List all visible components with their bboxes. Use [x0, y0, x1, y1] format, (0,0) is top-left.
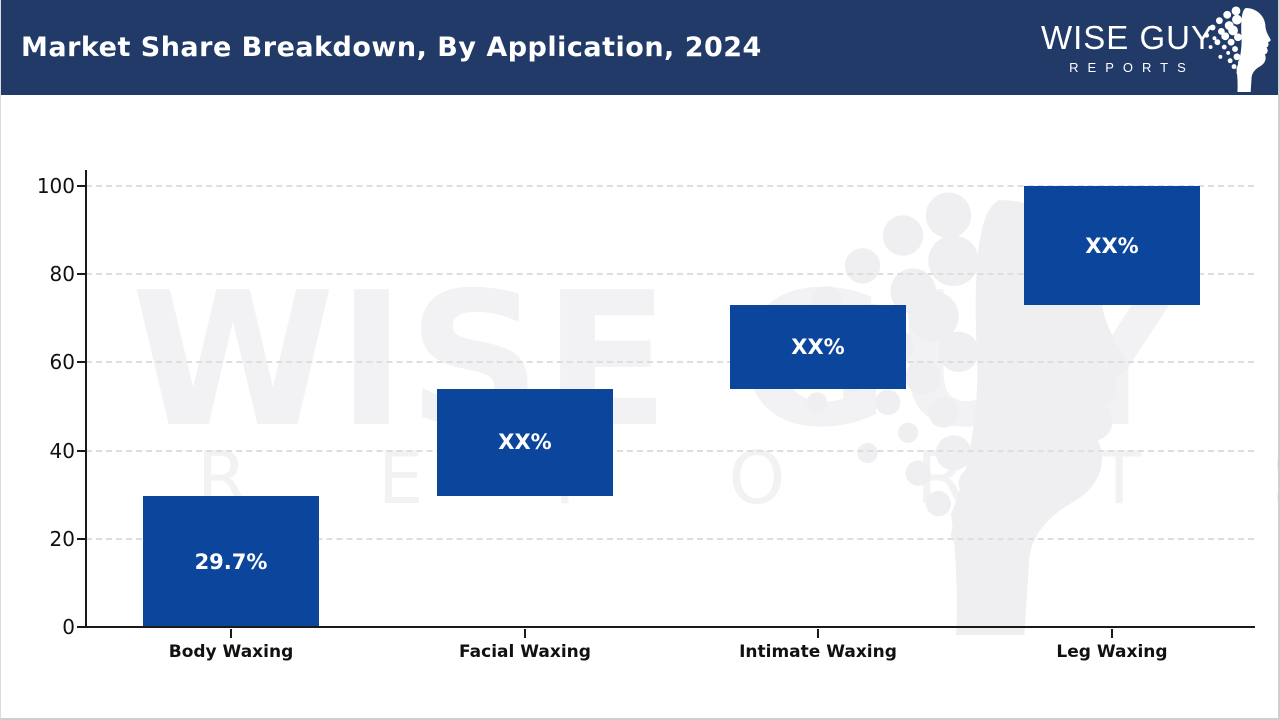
x-category-label: Intimate Waxing	[739, 642, 897, 662]
x-category-label: Facial Waxing	[459, 642, 591, 662]
wiseguy-logo: WISE GUY REPORTS	[1012, 4, 1272, 92]
y-axis-line	[85, 170, 87, 628]
y-tick-label: 20	[49, 526, 75, 551]
grid-line	[86, 185, 1254, 187]
y-tick-label: 100	[36, 174, 75, 198]
y-tick-label: 60	[49, 350, 75, 375]
y-tick-mark	[77, 185, 86, 187]
page-title: Market Share Breakdown, By Application, …	[21, 32, 762, 63]
y-tick-mark	[77, 361, 86, 364]
y-tick-mark	[77, 626, 86, 628]
bar-segment	[437, 388, 613, 497]
logo-reports-label: REPORTS	[1069, 60, 1195, 75]
logo-wordmark: WISE GUY	[1040, 19, 1214, 56]
grid-line	[86, 361, 1254, 364]
y-tick-mark	[77, 449, 86, 452]
bar-value-label: 29.7%	[194, 549, 268, 574]
x-tick-mark	[230, 629, 232, 638]
bar-value-label: XX%	[791, 334, 845, 359]
bar-value-label: XX%	[498, 430, 552, 455]
y-tick-label: 0	[62, 615, 75, 639]
x-tick-mark	[1111, 629, 1113, 638]
bar-segment	[1024, 186, 1200, 306]
y-tick-label: 40	[49, 438, 75, 463]
grid-line	[86, 537, 1254, 540]
x-axis-line	[85, 626, 1255, 628]
x-tick-mark	[524, 629, 526, 638]
header-bar: Market Share Breakdown, By Application, …	[1, 0, 1278, 95]
x-category-label: Body Waxing	[168, 642, 294, 662]
bar-segment	[143, 496, 319, 627]
grid-line	[86, 449, 1254, 452]
bar-value-label: XX%	[1085, 233, 1139, 258]
y-tick-mark	[77, 273, 86, 276]
y-tick-label: 80	[49, 262, 75, 287]
x-tick-mark	[817, 629, 819, 638]
grid-line	[86, 273, 1254, 276]
logo-text: WISE GUY REPORTS	[1041, 19, 1214, 75]
y-tick-mark	[77, 537, 86, 540]
x-category-label: Leg Waxing	[1056, 642, 1168, 662]
wiseguy-head-icon	[1200, 6, 1272, 92]
bar-segment	[730, 305, 906, 389]
